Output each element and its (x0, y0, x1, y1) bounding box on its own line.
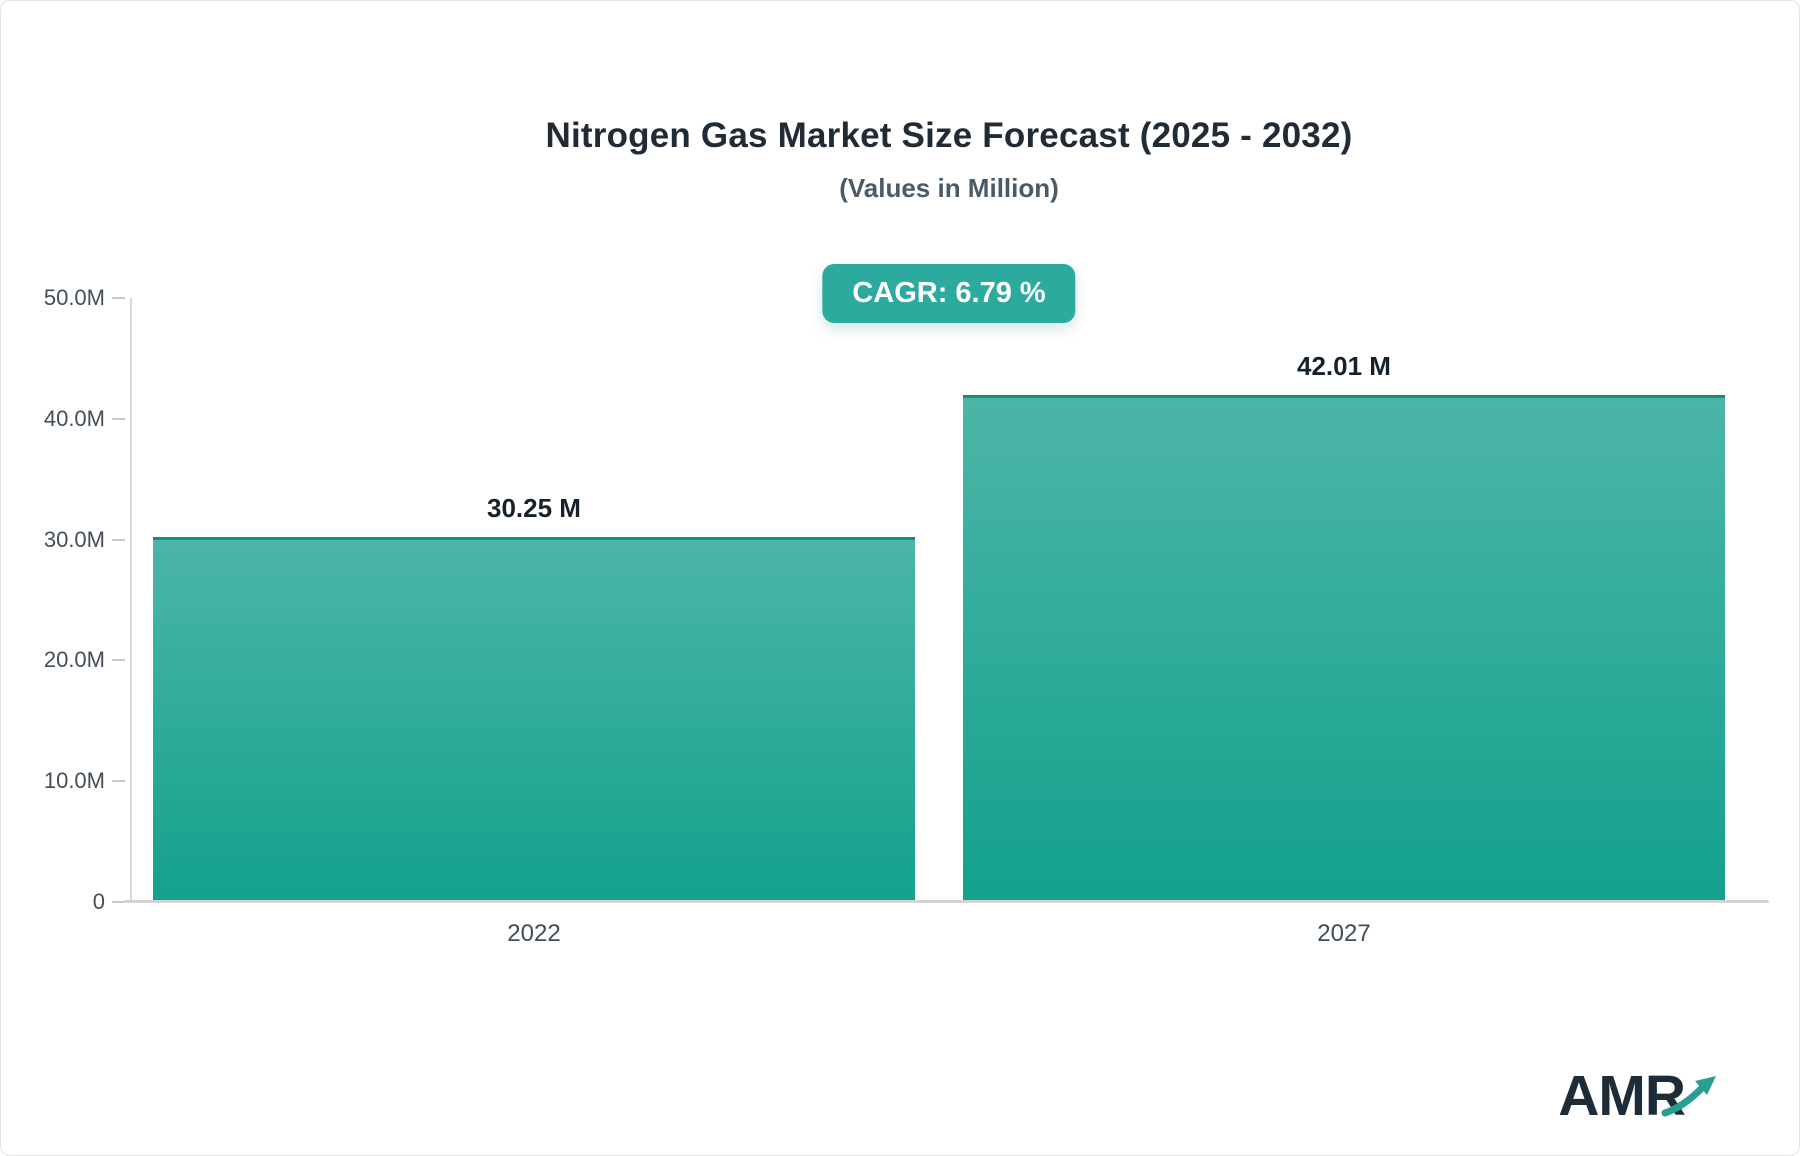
bar-value-label: 30.25 M (487, 492, 581, 523)
y-axis-tick-mark (112, 901, 125, 903)
x-axis-line (123, 900, 1769, 903)
cagr-badge: CAGR: 6.79 % (822, 264, 1076, 323)
chart-subtitle: (Values in Million) (839, 173, 1059, 203)
y-axis-tick-label: 30.0M (43, 526, 105, 552)
y-axis-tick-label: 40.0M (43, 405, 105, 431)
bar-2027 (963, 394, 1725, 902)
y-axis-line (130, 298, 132, 902)
y-axis-tick-mark (112, 297, 125, 299)
bar-value-label: 42.01 M (1297, 350, 1391, 381)
bar-2022 (153, 536, 915, 902)
chart-title: Nitrogen Gas Market Size Forecast (2025 … (545, 116, 1353, 155)
amr-logo: AMR (1558, 1068, 1721, 1125)
y-axis-tick-label: 0 (92, 889, 105, 914)
y-axis-tick-mark (112, 780, 125, 783)
y-axis-tick-mark (112, 417, 125, 420)
y-axis-tick-label: 50.0M (43, 285, 105, 310)
y-axis-tick-mark (112, 659, 125, 662)
x-axis-label: 2022 (507, 920, 561, 947)
logo-arrow-icon (1661, 1075, 1716, 1116)
y-axis-tick-label: 20.0M (43, 647, 105, 673)
y-axis-tick-mark (112, 538, 125, 541)
x-axis-label: 2027 (1317, 920, 1371, 947)
y-axis-tick-label: 10.0M (43, 768, 105, 794)
